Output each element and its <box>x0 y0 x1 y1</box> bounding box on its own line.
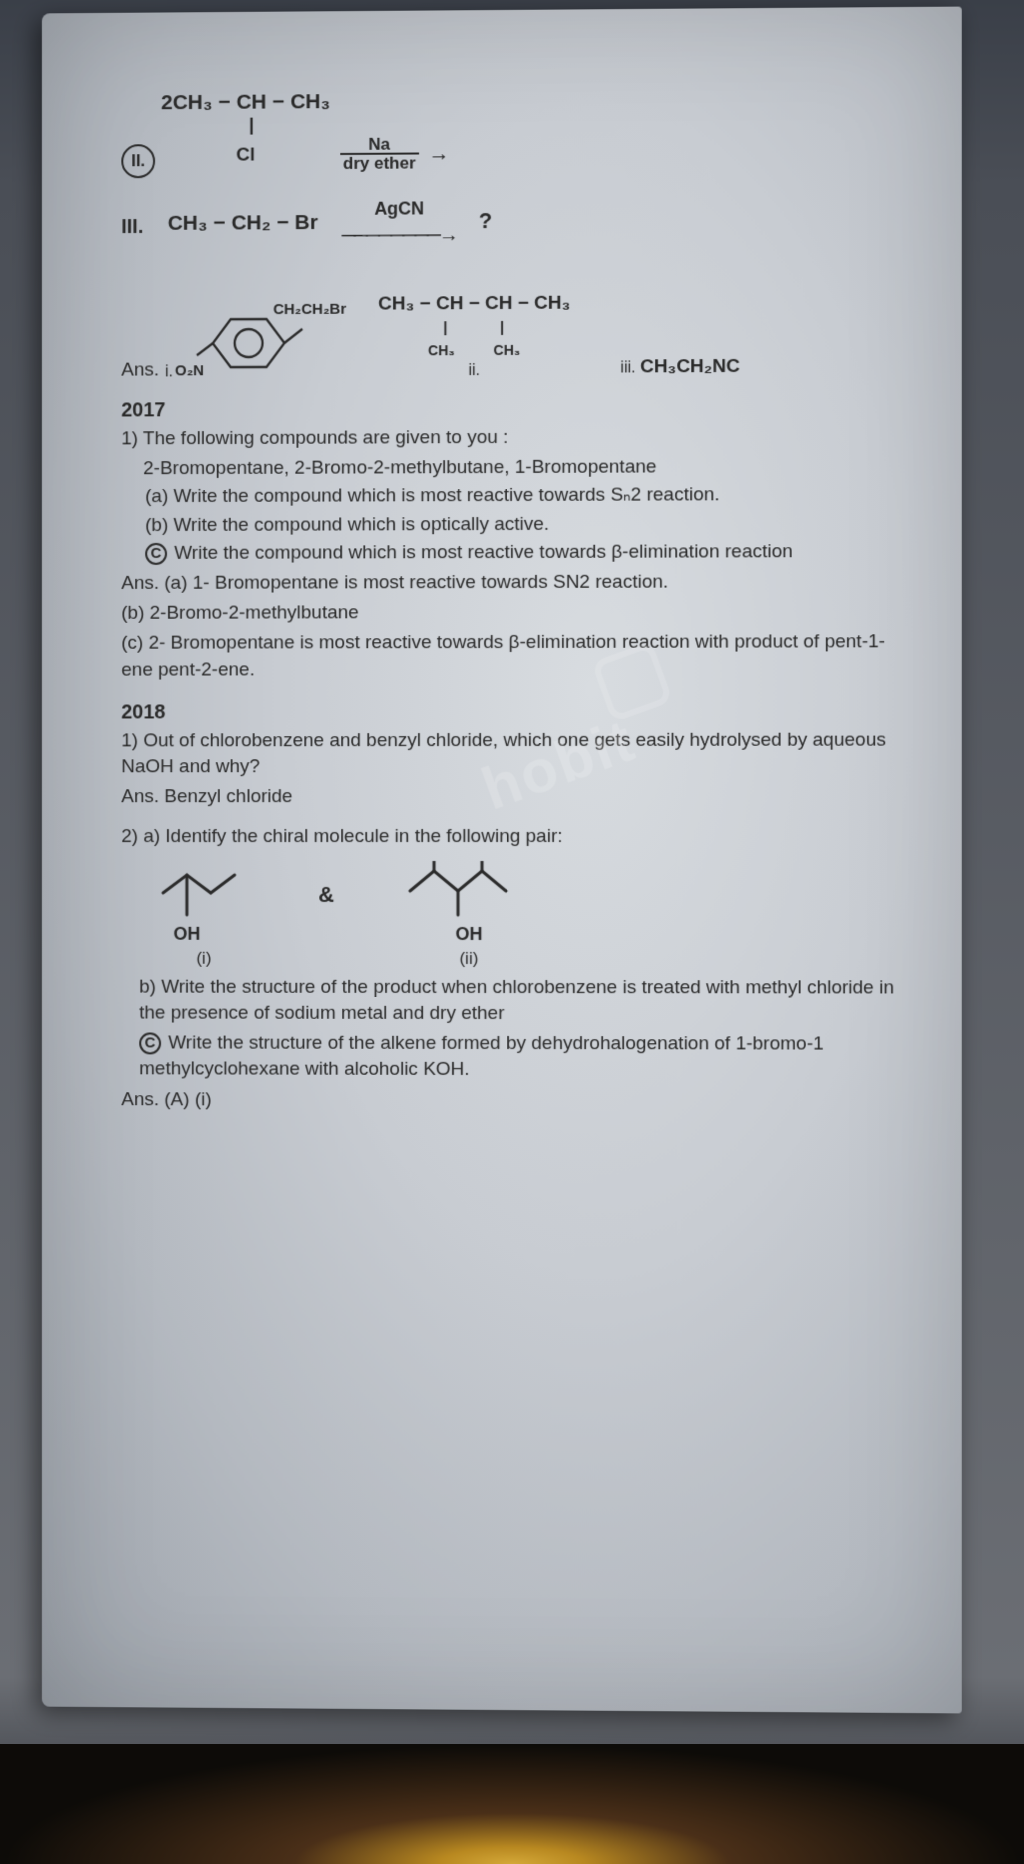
ans-2018-1: Ans. Benzyl chloride <box>121 784 901 811</box>
arrow-icon: → <box>428 139 449 169</box>
ch2ch2br-sub: CH₂CH₂Br <box>273 301 346 318</box>
q2018-2c: Write the structure of the alkene formed… <box>139 1033 823 1081</box>
eq2-na: Na <box>340 135 419 155</box>
ans-prefix: Ans. <box>121 359 159 381</box>
ans-iii-block: iii. CH₃CH₂NC <box>620 356 739 379</box>
q2017-1a: (a) Write the compound which is most rea… <box>145 482 901 511</box>
circle-c-icon: C <box>145 543 167 565</box>
eq2-formula: 2CH₃ − CH − CH₃ <box>161 90 330 114</box>
eq2-left: 2CH₃ − CH − CH₃ | Cl <box>161 87 330 169</box>
answers-row: Ans. i. O₂N CH₂CH₂Br <box>121 291 901 381</box>
eq2-ether: dry ether <box>340 155 419 173</box>
eq3-left: CH₃ − CH₂ − Br <box>168 211 318 235</box>
chiral-pair-row: OH (i) & OH (ii) <box>149 861 901 969</box>
ans-2017-a: Ans. (a) 1- Bromopentane is most reactiv… <box>121 569 901 597</box>
q2017-1c-row: C Write the compound which is most react… <box>145 539 901 567</box>
eq3-product: ? <box>479 208 492 233</box>
worksheet-page: 2CH₃ − CH − CH₃ | Cl Na dry ether → II. … <box>42 7 962 1714</box>
ans-ii-main: CH₃ − CH − CH − CH₃ <box>378 293 570 315</box>
ans-ii-sub: CH₃ CH₃ <box>428 342 520 358</box>
q2018-2a: 2) a) Identify the chiral molecule in th… <box>121 824 901 850</box>
o2n-sub: O₂N <box>175 362 204 379</box>
roman-ii-label: II. <box>121 144 155 178</box>
chiral-i: OH (i) <box>149 865 258 969</box>
eq2-cl: Cl <box>236 145 255 166</box>
ans-i-num: i. <box>165 363 173 381</box>
year-2018: 2018 <box>121 700 901 724</box>
chiral-ii: OH (ii) <box>394 861 544 969</box>
eq3-agcn: AgCN <box>342 197 457 223</box>
chiral-ii-label: (ii) <box>394 949 544 969</box>
ans-i-block: Ans. i. O₂N CH₂CH₂Br <box>121 303 328 382</box>
q2017-1b: (b) Write the compound which is opticall… <box>145 510 901 538</box>
ans-2018-2: Ans. (A) (i) <box>121 1087 901 1115</box>
eq3-arrow: AgCN ────────→ <box>342 197 457 251</box>
ans-i-structure: O₂N CH₂CH₂Br <box>179 303 328 382</box>
year-2017: 2017 <box>121 396 901 422</box>
photo-bottom-edge <box>0 1744 1024 1864</box>
eq2-reagent-frac: Na dry ether <box>340 135 419 173</box>
q2017-1: 1) The following compounds are given to … <box>121 423 901 452</box>
ans-iii-main: CH₃CH₂NC <box>640 356 740 379</box>
arrow-icon: ────────→ <box>342 222 457 251</box>
q2018-2c-row: C Write the structure of the alkene form… <box>139 1031 901 1085</box>
chiral-i-label: (i) <box>149 948 258 968</box>
ans-ii-block: CH₃ − CH − CH − CH₃ | | CH₃ CH₃ ii. <box>378 293 570 380</box>
q2018-1: 1) Out of chlorobenzene and benzyl chlor… <box>121 727 901 780</box>
q2017-1c: Write the compound which is most reactiv… <box>174 541 793 564</box>
ans-iii-num: iii. <box>620 359 635 376</box>
ampersand: & <box>318 882 334 908</box>
q2017-1-compounds: 2-Bromopentane, 2-Bromo-2-methylbutane, … <box>143 454 901 483</box>
ans-ii-num: ii. <box>378 362 570 381</box>
ans-2017-c: (c) 2- Bromopentane is most reactive tow… <box>121 630 901 684</box>
skeletal-i-icon <box>149 865 258 947</box>
roman-iii-label: III. <box>121 216 143 238</box>
circle-c-icon: C <box>139 1033 161 1055</box>
q2018-2b: b) Write the structure of the product wh… <box>139 974 901 1027</box>
ans-2017-b: (b) 2-Bromo-2-methylbutane <box>121 599 901 627</box>
